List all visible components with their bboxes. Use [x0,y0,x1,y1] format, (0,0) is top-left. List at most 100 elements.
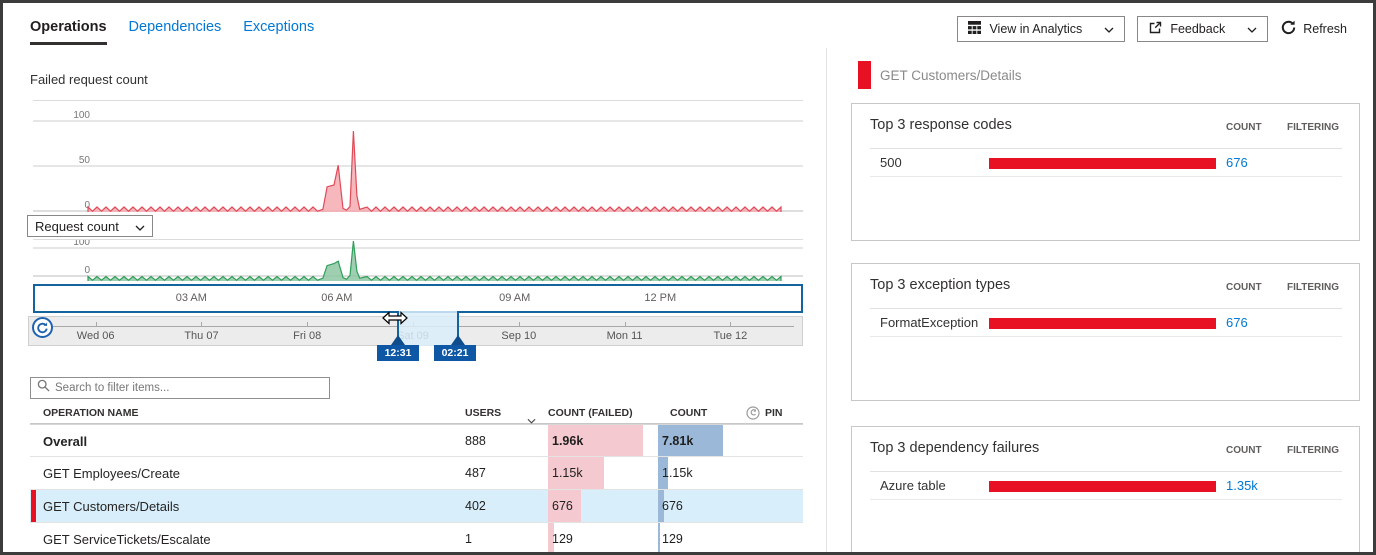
card-count-bar [989,318,1216,329]
failed-count-cell: 676 [552,499,573,513]
table-row-get-employees-create[interactable]: GET Employees/Create 487 1.15k 1.15k [30,457,803,490]
operation-name-cell: GET ServiceTickets/Escalate [43,532,211,547]
table-row-overall[interactable]: Overall 888 1.96k 7.81k [30,424,803,457]
tab-exceptions[interactable]: Exceptions [243,19,315,35]
slider-handle-line-start[interactable] [397,311,399,338]
metric-dropdown[interactable]: Request count [27,215,153,237]
slider-date-label: Mon 11 [606,330,643,342]
external-link-icon [1148,21,1162,38]
search-input[interactable] [55,382,329,394]
table-row-get-customers-details[interactable]: GET Customers/Details 402 676 676 [30,490,803,523]
operation-name-cell: GET Customers/Details [43,499,180,514]
divider [870,176,1342,177]
column-header-count[interactable]: COUNT [670,407,708,419]
reset-zoom-button[interactable] [32,317,53,338]
zoomed-time-axis[interactable]: 03 AM 06 AM 09 AM 12 PM [33,284,803,313]
selected-operation-legend-swatch [858,61,871,89]
selected-operation-legend-label: GET Customers/Details [880,68,1022,83]
card-row-label: 500 [880,155,902,170]
count-cell: 129 [662,532,683,546]
count-cell: 1.15k [662,466,693,480]
users-cell: 487 [465,466,486,480]
slider-tick [624,322,626,327]
view-in-analytics-button[interactable]: View in Analytics [957,16,1126,42]
svg-text:100: 100 [73,240,90,248]
operations-table-body: Overall 888 1.96k 7.81k GET Employees/Create… [30,424,803,552]
failed-count-bar [548,523,555,552]
card-filtering-header: FILTERING [1287,282,1340,293]
slider-handle-start[interactable] [391,335,405,345]
slider-handle-end-label: 02:21 [434,345,476,361]
feedback-button[interactable]: Feedback [1137,16,1269,42]
card-count-bar [989,158,1216,169]
refresh-button[interactable]: Refresh [1280,19,1347,39]
slider-handle-line-end[interactable] [457,311,459,338]
column-header-users[interactable]: USERS [465,407,502,419]
divider [870,148,1342,149]
users-cell: 1 [465,532,472,546]
column-header-count-failed[interactable]: COUNT (FAILED) [548,407,633,419]
slider-selected-range[interactable] [398,311,458,346]
column-header-operation-name[interactable]: OPERATION NAME [43,407,139,419]
selected-row-marker [31,490,36,522]
column-header-pin[interactable]: PIN [765,407,783,419]
table-header-row: OPERATION NAME USERS COUNT (FAILED) COUN… [30,403,803,424]
chevron-down-icon [135,219,145,234]
card-count-header: COUNT [1226,282,1262,293]
table-row-get-servicetickets-escalate[interactable]: GET ServiceTickets/Escalate 1 129 129 [30,523,803,552]
svg-text:100: 100 [73,110,90,121]
card-row-label: Azure table [880,478,946,493]
divider [870,499,1342,500]
chevron-down-icon [1247,22,1257,36]
card-count-bar [989,481,1216,492]
time-axis-label: 03 AM [175,292,207,304]
card-count-link[interactable]: 1.35k [1226,478,1258,493]
card-top-3-response-codes: Top 3 response codes COUNT FILTERING 500 676 [851,103,1360,241]
slider-tick [518,322,520,327]
tab-bar: Operations Dependencies Exceptions [30,19,314,45]
count-bar [658,457,668,489]
refresh-label: Refresh [1303,22,1347,36]
slider-tick [730,322,732,327]
slider-tick [95,322,97,327]
slider-date-label: Thu 07 [184,330,219,342]
card-count-header: COUNT [1226,122,1262,133]
count-cell: 676 [662,499,683,513]
card-title: Top 3 exception types [870,277,1011,293]
failed-request-chart[interactable]: 0 50 100 [33,100,803,213]
sort-chevron-icon[interactable] [527,411,536,432]
operation-name-cell: GET Employees/Create [43,466,181,481]
time-axis-label: 12 PM [644,292,677,304]
users-cell: 888 [465,434,486,448]
failed-count-bar [548,425,643,456]
slider-tick [201,322,203,327]
slider-date-label: Wed 06 [76,330,115,342]
slider-tick [307,322,309,327]
card-title: Top 3 response codes [870,117,1012,133]
failed-count-cell: 129 [552,532,573,546]
svg-text:50: 50 [79,155,91,166]
chevron-down-icon [1104,22,1114,36]
card-count-link[interactable]: 676 [1226,315,1248,330]
tab-operations[interactable]: Operations [30,19,107,45]
card-count-link[interactable]: 676 [1226,155,1248,170]
svg-text:0: 0 [84,200,90,211]
tab-dependencies[interactable]: Dependencies [128,19,222,35]
divider [870,471,1342,472]
card-title: Top 3 dependency failures [870,440,1040,456]
count-bar [658,490,664,522]
count-cell: 7.81k [662,434,694,448]
request-count-chart[interactable]: 0 100 [33,237,803,285]
divider [870,308,1342,309]
card-top-3-exception-types: Top 3 exception types COUNT FILTERING Forma… [851,263,1360,401]
card-filtering-header: FILTERING [1287,445,1340,456]
svg-text:0: 0 [84,265,90,276]
toolbar: View in Analytics Feedback Refresh [957,16,1347,42]
failed-count-bar [548,490,581,522]
count-bar [658,523,660,552]
failed-count-cell: 1.96k [552,434,584,448]
slider-date-label: Fri 08 [293,330,322,342]
slider-handle-end[interactable] [451,335,465,345]
card-count-header: COUNT [1226,445,1262,456]
